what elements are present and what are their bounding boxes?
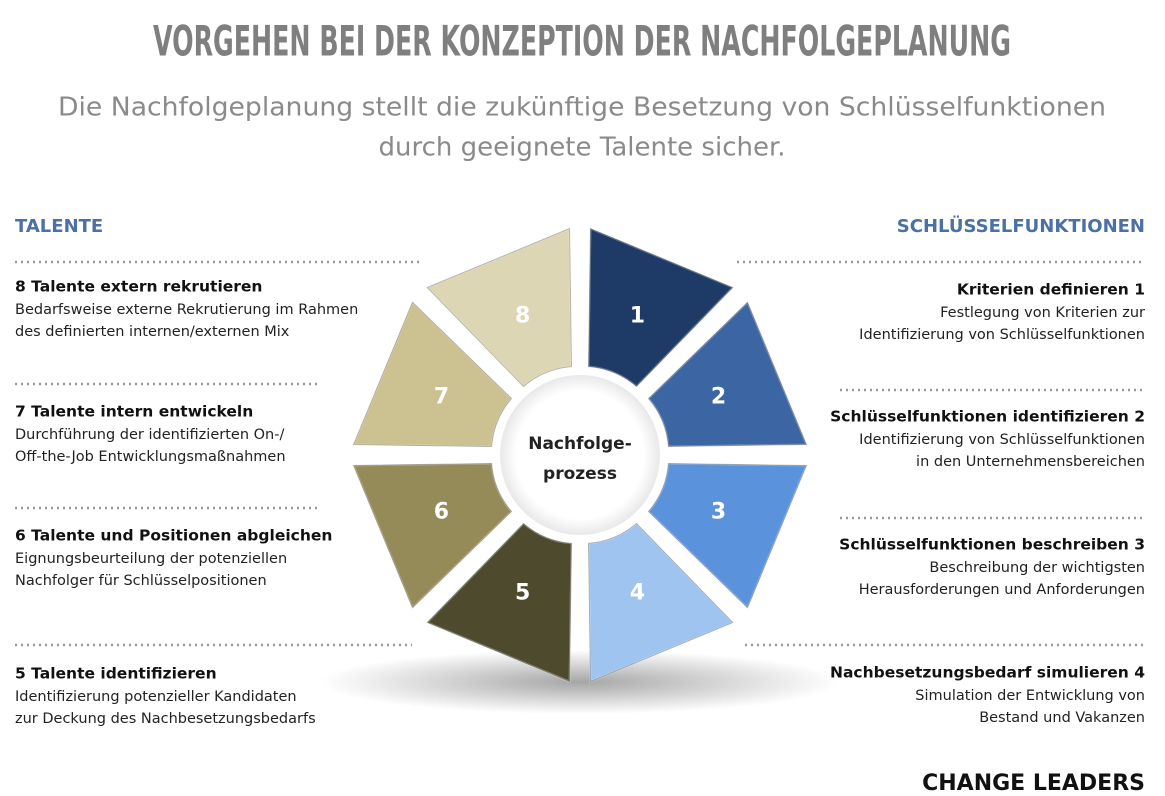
- segment-bevel: [647, 462, 808, 609]
- item-title: Schlüsselfunktionen beschreiben 3: [839, 536, 1145, 554]
- wheel-segment: [352, 462, 513, 610]
- right-heading: SCHLÜSSELFUNKTIONEN: [897, 215, 1145, 237]
- segment-number: 1: [630, 303, 645, 328]
- item-text: Festlegung von Kriterien zur: [940, 305, 1145, 321]
- item-text: Bestand und Vakanzen: [979, 710, 1145, 726]
- segment-number: 7: [434, 385, 449, 410]
- wheel-segment: [587, 522, 735, 683]
- item-text: des definierten internen/externen Mix: [15, 324, 290, 340]
- subtitle: Die Nachfolgeplanung stellt die zukünfti…: [58, 93, 1106, 123]
- item-title: Kriterien definieren 1: [957, 281, 1145, 299]
- wheel-shadow: [320, 650, 840, 714]
- segment-bevel: [352, 301, 513, 448]
- title: VORGEHEN BEI DER KONZEPTION DER NACHFOLG…: [153, 17, 1011, 66]
- wheel-segment: [647, 462, 808, 610]
- wheel-segment: [425, 522, 573, 683]
- item-title: 7 Talente intern entwickeln: [15, 403, 253, 421]
- wheel: 1 2 3 4 5 6 7 8: [352, 227, 808, 683]
- segment-bevel: [647, 301, 808, 448]
- segment-number: 3: [711, 499, 726, 524]
- wheel-segment: [425, 227, 573, 388]
- segment-number: 2: [711, 385, 726, 410]
- center-label: Nachfolge-: [528, 434, 632, 454]
- left-heading: TALENTE: [15, 216, 103, 237]
- item-title: 5 Talente identifizieren: [15, 665, 217, 683]
- item-text: Nachfolger für Schlüsselpositionen: [15, 573, 267, 589]
- item-text: Eignungsbeurteilung der potenziellen: [15, 551, 287, 567]
- center-label: prozess: [543, 464, 617, 484]
- item-text: Durchführung der identifizierten On-/: [15, 427, 284, 443]
- logo: CHANGE LEADERS: [922, 771, 1145, 796]
- item-text: zur Deckung des Nachbesetzungsbedarfs: [15, 711, 316, 727]
- segment-bevel: [426, 227, 573, 388]
- subtitle: durch geeignete Talente sicher.: [378, 133, 785, 163]
- item-text: Identifizierung potenzieller Kandidaten: [15, 689, 297, 705]
- segment-bevel: [587, 227, 734, 388]
- item-title: 6 Talente und Positionen abgleichen: [15, 527, 332, 545]
- item-text: Identifizierung von Schlüsselfunktionen: [859, 327, 1145, 343]
- item-text: Bedarfsweise externe Rekrutierung im Rah…: [15, 302, 358, 318]
- item-text: in den Unternehmensbereichen: [916, 454, 1145, 470]
- item-title: Schlüsselfunktionen identifizieren 2: [830, 408, 1145, 426]
- segment-bevel: [426, 522, 573, 683]
- wheel-center: [500, 375, 660, 535]
- item-text: Off-the-Job Entwicklungsmaßnahmen: [15, 449, 286, 465]
- item-text: Beschreibung der wichtigsten: [929, 560, 1145, 576]
- item-text: Identifizierung von Schlüsselfunktionen: [859, 432, 1145, 448]
- segment-number: 5: [515, 581, 530, 606]
- segment-number: 4: [630, 581, 645, 606]
- item-title: 8 Talente extern rekrutieren: [15, 278, 262, 296]
- wheel-segment: [352, 300, 513, 448]
- segment-number: 6: [434, 499, 449, 524]
- segment-bevel: [587, 522, 734, 683]
- item-title: Nachbesetzungsbedarf simulieren 4: [830, 664, 1145, 682]
- wheel-segment: [647, 300, 808, 448]
- item-text: Herausforderungen und Anforderungen: [859, 582, 1145, 598]
- wheel-segment: [587, 227, 735, 388]
- segment-bevel: [352, 462, 513, 609]
- segment-number: 8: [515, 303, 530, 328]
- item-text: Simulation der Entwicklung von: [915, 688, 1145, 704]
